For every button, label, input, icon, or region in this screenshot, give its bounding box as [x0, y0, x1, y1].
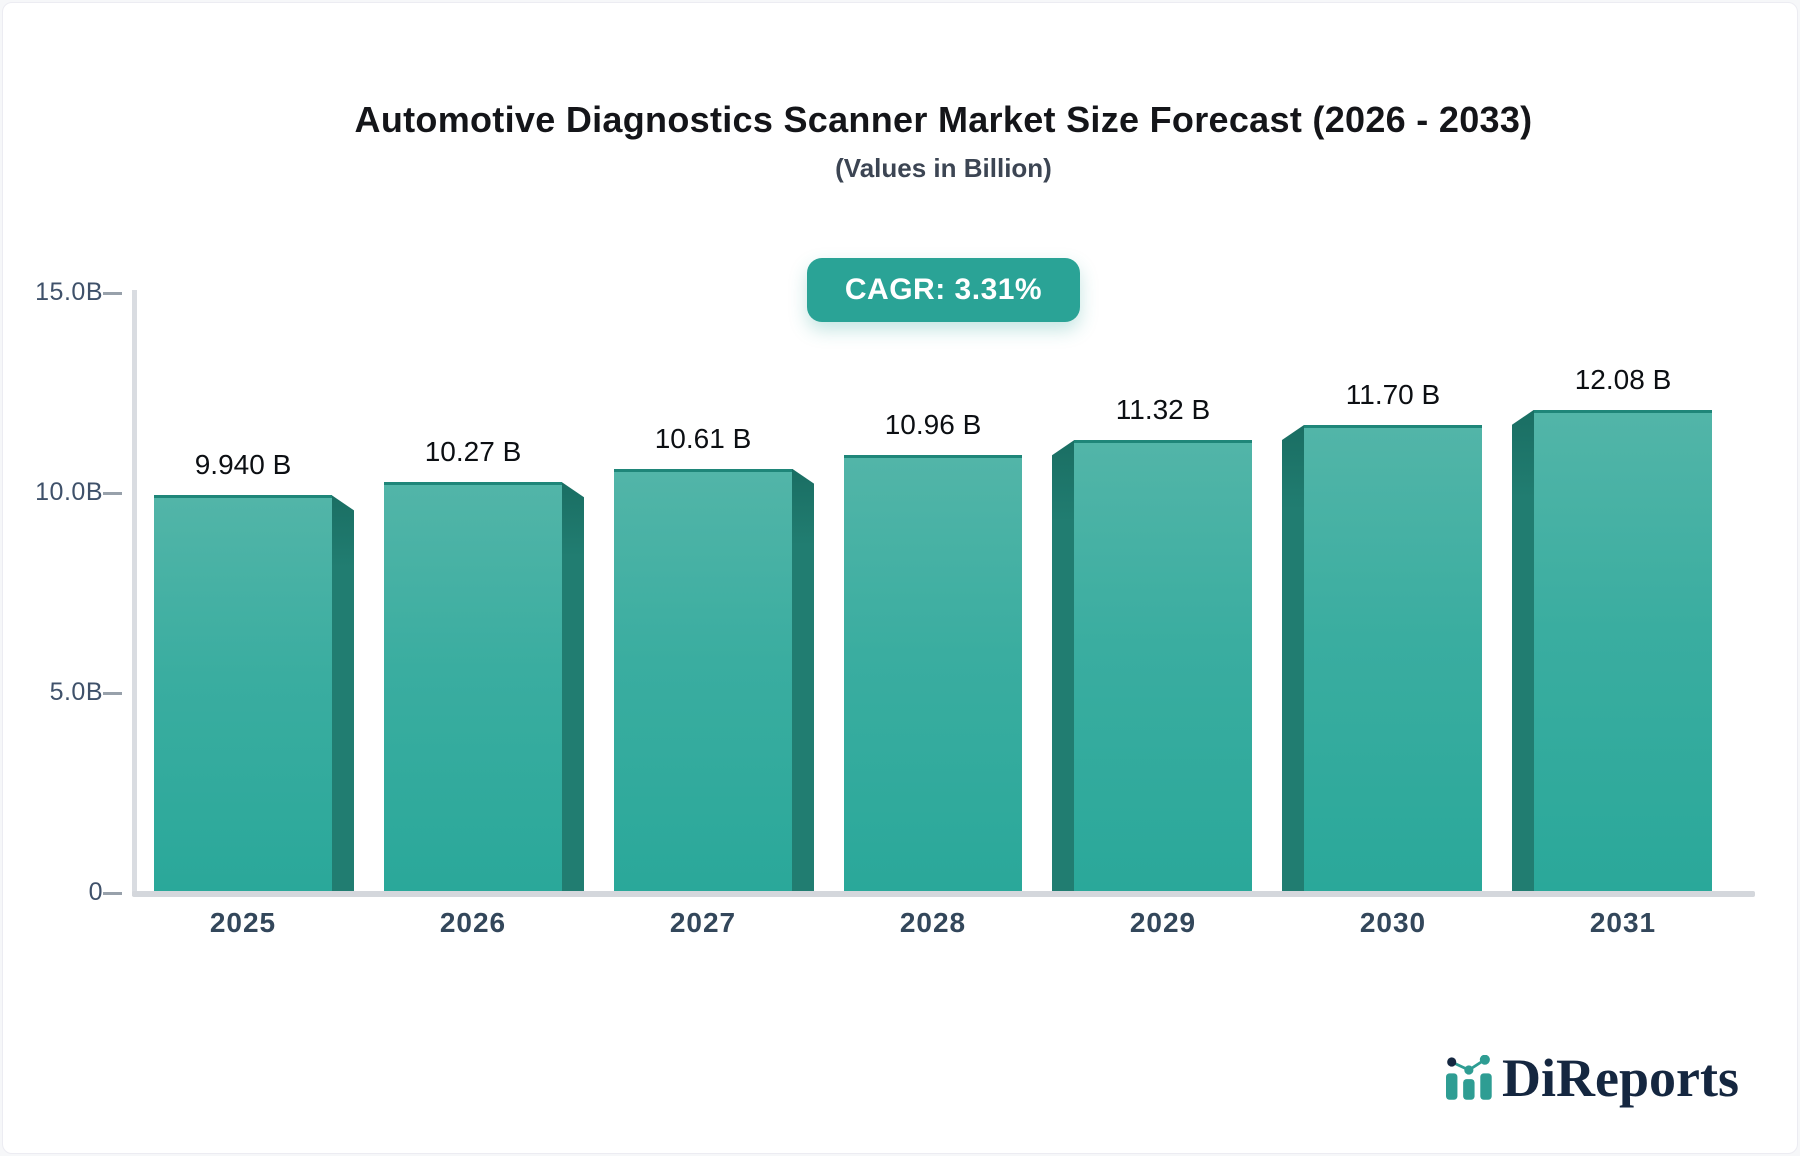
- cagr-badge: CAGR: 3.31%: [806, 258, 1081, 322]
- y-tick-mark-15.0B: [103, 292, 122, 295]
- x-tick-label-2025: 2025: [209, 907, 277, 938]
- bar-value-label-2027: 10.61 B: [654, 422, 752, 454]
- x-tick-label-2028: 2028: [899, 907, 967, 938]
- chart-title: Automotive Diagnostics Scanner Market Si…: [354, 99, 1533, 140]
- chart-subtitle: (Values in Billion): [835, 153, 1052, 183]
- bar-chart-plot-area: 15.0B 10.0B 5.0B 0 9.940 B 2025 10.27 B 2026 10.…: [35, 278, 1755, 938]
- direports-logo-text: DiReports: [1502, 1048, 1739, 1108]
- x-tick-label-2026: 2026: [439, 907, 507, 938]
- x-tick-label-2030: 2030: [1359, 907, 1427, 938]
- bar-value-label-2025: 9.940 B: [194, 449, 292, 481]
- bar-value-label-2029: 11.32 B: [1115, 394, 1211, 426]
- bar-side-2025: [332, 495, 354, 893]
- x-axis-line: [132, 891, 1755, 897]
- y-tick-mark-10.0B: [103, 492, 122, 495]
- x-tick-label-2029: 2029: [1129, 907, 1197, 938]
- bar-2031[interactable]: [1534, 409, 1712, 893]
- bar-2026[interactable]: [384, 482, 562, 893]
- x-tick-label-2027: 2027: [669, 907, 737, 938]
- bar-value-label-2031: 12.08 B: [1574, 363, 1672, 395]
- x-tick-label-2031: 2031: [1589, 907, 1657, 938]
- y-tick-mark-5.0B: [103, 692, 122, 695]
- y-tick-mark-0: [103, 892, 122, 895]
- y-tick-label-15.0B: 15.0B: [35, 278, 103, 306]
- bar-value-label-2028: 10.96 B: [884, 408, 982, 440]
- bar-value-label-2030: 11.70 B: [1345, 379, 1441, 410]
- bar-value-label-2026: 10.27 B: [424, 436, 522, 468]
- direports-logo-icon: [1446, 1055, 1492, 1100]
- bar-2030[interactable]: [1304, 425, 1482, 893]
- bar-2028[interactable]: [844, 454, 1022, 893]
- bar-side-2030: [1282, 425, 1304, 893]
- y-tick-label-0: 0: [88, 878, 103, 906]
- bar-side-2027: [792, 468, 814, 893]
- y-tick-label-10.0B: 10.0B: [35, 478, 103, 506]
- bar-2027[interactable]: [614, 468, 792, 893]
- bar-side-2026: [562, 482, 584, 893]
- y-tick-label-5.0B: 5.0B: [49, 678, 103, 706]
- direports-logo[interactable]: DiReports: [1446, 1051, 1739, 1105]
- bar-side-2031: [1512, 409, 1534, 893]
- cagr-badge-wrap: CAGR: 3.31%: [134, 258, 1753, 322]
- bar-side-2029: [1052, 440, 1074, 893]
- bar-2025[interactable]: [154, 495, 332, 893]
- bar-2029[interactable]: [1074, 440, 1252, 893]
- y-axis-line: [132, 290, 137, 896]
